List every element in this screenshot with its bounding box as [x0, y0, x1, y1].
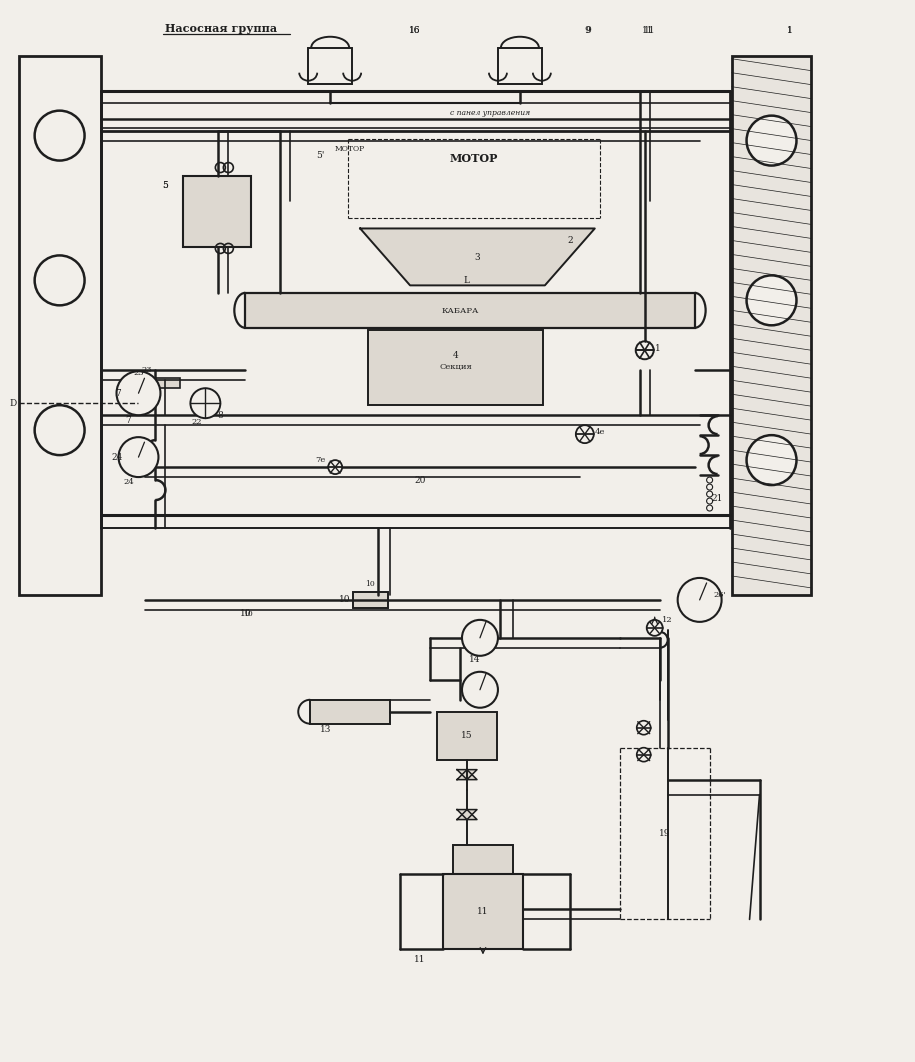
Text: 23: 23 — [142, 366, 153, 374]
Bar — [453, 844, 513, 874]
Text: 10: 10 — [339, 596, 350, 604]
Text: 20: 20 — [414, 476, 425, 484]
Text: 21: 21 — [712, 494, 723, 502]
Text: 9: 9 — [585, 27, 591, 35]
Bar — [310, 700, 390, 723]
Text: 26': 26' — [713, 590, 726, 599]
Text: 2: 2 — [567, 236, 573, 245]
Polygon shape — [361, 228, 595, 286]
Text: 24: 24 — [124, 478, 134, 486]
Text: 1: 1 — [655, 344, 661, 353]
Text: 9: 9 — [584, 27, 589, 35]
Circle shape — [747, 435, 796, 485]
Text: D: D — [9, 398, 16, 408]
Circle shape — [462, 672, 498, 707]
Bar — [437, 712, 497, 759]
Text: 16: 16 — [409, 27, 421, 35]
Circle shape — [636, 341, 653, 359]
Circle shape — [116, 372, 160, 415]
Text: 23: 23 — [134, 370, 145, 377]
Text: 22: 22 — [191, 418, 201, 426]
Text: 4: 4 — [453, 350, 459, 360]
Text: Насосная группа: Насосная группа — [166, 23, 277, 34]
Text: КАБАРА: КАБАРА — [441, 307, 479, 315]
Polygon shape — [457, 770, 477, 780]
Text: 19: 19 — [659, 829, 671, 838]
Text: 12: 12 — [662, 616, 673, 623]
Bar — [353, 592, 388, 607]
Text: 5: 5 — [163, 181, 168, 190]
Text: 8: 8 — [218, 411, 223, 419]
Bar — [153, 378, 180, 389]
Circle shape — [647, 620, 662, 636]
Circle shape — [637, 748, 651, 761]
Text: 10: 10 — [243, 610, 253, 618]
Text: МОТОР: МОТОР — [335, 144, 365, 153]
Text: L: L — [463, 276, 469, 285]
Text: 16: 16 — [409, 27, 421, 35]
Text: c панел управления: c панел управления — [450, 108, 530, 117]
Circle shape — [462, 620, 498, 656]
Circle shape — [747, 275, 796, 325]
Bar — [368, 330, 543, 406]
Text: 3: 3 — [474, 253, 479, 262]
Polygon shape — [457, 770, 477, 780]
Bar — [732, 55, 812, 595]
Text: 1: 1 — [787, 27, 792, 35]
Circle shape — [747, 116, 796, 166]
Circle shape — [190, 389, 221, 418]
Bar — [308, 48, 352, 84]
Text: 1: 1 — [787, 27, 792, 35]
Text: 11: 11 — [642, 27, 653, 35]
Circle shape — [678, 578, 722, 622]
Circle shape — [35, 110, 84, 160]
Text: 5: 5 — [163, 181, 168, 190]
Circle shape — [35, 256, 84, 306]
Polygon shape — [457, 809, 477, 820]
Text: 11: 11 — [644, 27, 655, 35]
Bar — [443, 874, 522, 949]
Bar — [183, 175, 252, 247]
Circle shape — [637, 721, 651, 735]
Text: 13: 13 — [319, 725, 331, 734]
Bar — [498, 48, 542, 84]
Text: 14: 14 — [469, 655, 480, 665]
Text: Секция: Секция — [439, 363, 472, 372]
Text: 24: 24 — [112, 452, 124, 462]
Bar — [18, 55, 101, 595]
Text: 10: 10 — [241, 610, 252, 618]
Circle shape — [328, 460, 342, 474]
Text: 7: 7 — [115, 389, 122, 397]
Text: 4e: 4e — [595, 428, 605, 436]
Bar — [245, 293, 694, 328]
Text: 10: 10 — [365, 580, 375, 588]
Text: 15: 15 — [461, 732, 473, 740]
Text: 5': 5' — [316, 151, 325, 160]
Circle shape — [35, 406, 84, 456]
Text: 11: 11 — [478, 907, 489, 915]
Text: 7e: 7e — [315, 456, 326, 464]
Text: МОТОР: МОТОР — [450, 153, 498, 164]
Polygon shape — [457, 809, 477, 820]
Circle shape — [119, 438, 158, 477]
Text: 7: 7 — [125, 415, 132, 425]
Circle shape — [576, 425, 594, 443]
Text: 11: 11 — [414, 955, 425, 964]
